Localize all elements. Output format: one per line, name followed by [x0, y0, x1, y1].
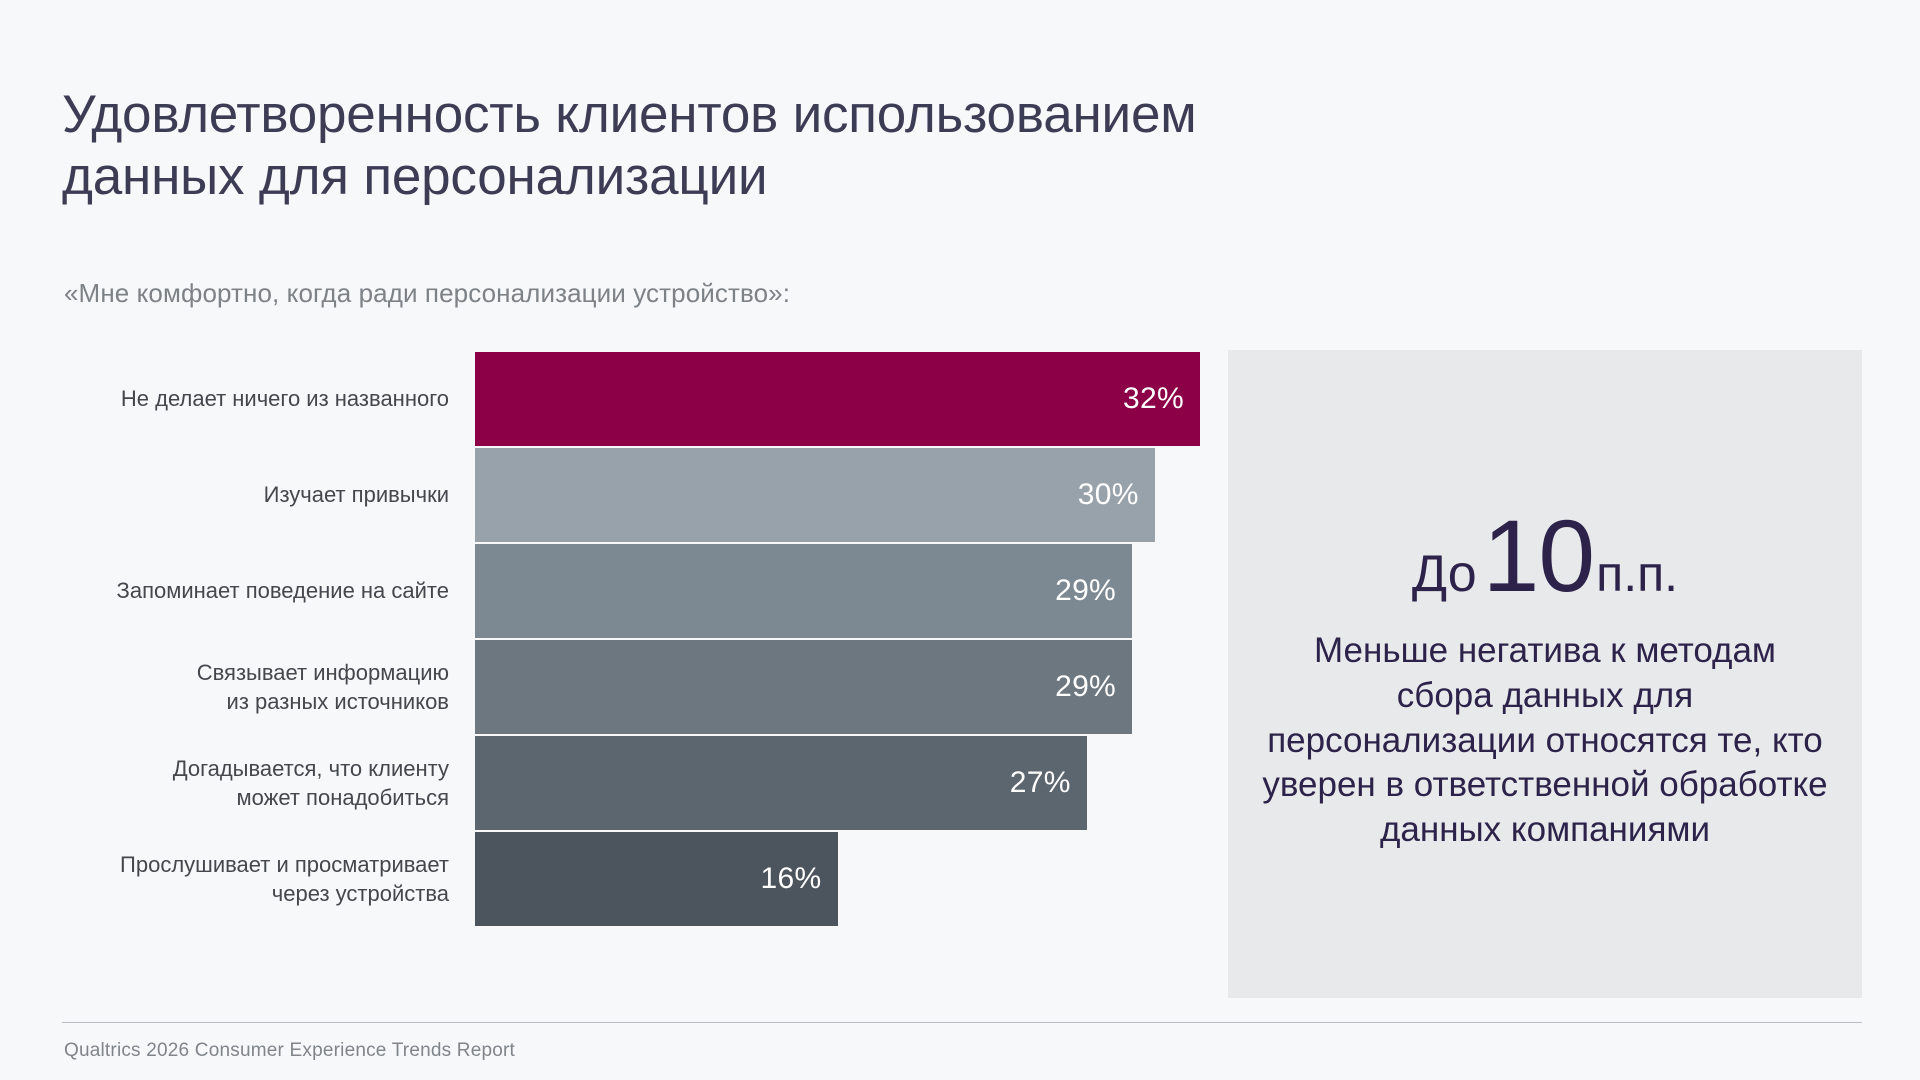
bar: 32%	[475, 352, 1200, 446]
bar: 30%	[475, 448, 1155, 542]
footer-source: Qualtrics 2026 Consumer Experience Trend…	[64, 1040, 516, 1061]
chart-row: Изучает привычки 30%	[0, 448, 1200, 542]
bar-label-line: Не делает ничего из названного	[120, 386, 449, 412]
bar-chart: Не делает ничего из названного 32% Изучает…	[0, 352, 1200, 926]
bar-track: 16%	[475, 832, 1200, 926]
bar-label: Не делает ничего из названного	[0, 352, 475, 446]
bar-track: 29%	[475, 544, 1200, 638]
callout-stat: До 10 п.п.	[1412, 505, 1678, 607]
callout-panel: До 10 п.п. Меньше негатива к методам сбо…	[1228, 350, 1862, 998]
bar-label: Прослушивает и просматривает через устрой…	[0, 832, 475, 926]
bar-track: 30%	[475, 448, 1200, 542]
chart-row: Связывает информацию из разных источников…	[0, 640, 1200, 734]
bar-value-label: 27%	[1009, 766, 1071, 799]
bar-label-line: Изучает привычки	[263, 482, 449, 508]
bar: 27%	[475, 736, 1087, 830]
bar-value-label: 29%	[1055, 574, 1117, 607]
bar-value-label: 29%	[1055, 670, 1117, 703]
bar: 29%	[475, 640, 1133, 734]
callout-stat-prefix: До	[1411, 545, 1477, 603]
bar: 29%	[475, 544, 1133, 638]
bar-label: Запоминает поведение на сайте	[0, 544, 475, 638]
callout-stat-suffix: п.п.	[1596, 546, 1679, 602]
footer-divider	[62, 1022, 1862, 1023]
chart-row: Догадывается, что клиенту может понадобит…	[0, 736, 1200, 830]
bar-label: Изучает привычки	[0, 448, 475, 542]
bar-value-label: 32%	[1123, 382, 1184, 415]
bar: 16%	[475, 832, 838, 926]
chart-subtitle: «Мне комфортно, когда ради персонализаци…	[64, 278, 791, 308]
bar-track: 29%	[475, 640, 1200, 734]
chart-row: Запоминает поведение на сайте 29%	[0, 544, 1200, 638]
chart-row: Не делает ничего из названного 32%	[0, 352, 1200, 446]
page-title-line-2: данных для персонализации	[62, 146, 768, 206]
bar-label-line: Догадывается, что клиенту	[172, 755, 449, 781]
bar-label-line: из разных источников	[226, 689, 449, 714]
bar-label: Связывает информацию из разных источников	[0, 640, 475, 734]
bar-track: 32%	[475, 352, 1200, 446]
bar-value-label: 30%	[1077, 478, 1139, 511]
bar-label-line: Запоминает поведение на сайте	[116, 578, 449, 604]
chart-row: Прослушивает и просматривает через устрой…	[0, 832, 1200, 926]
callout-stat-value: 10	[1482, 499, 1595, 613]
bar-label-line: Прослушивает и просматривает	[120, 851, 449, 877]
bar-track: 27%	[475, 736, 1200, 830]
callout-description: Меньше негатива к методам сбора данных д…	[1262, 631, 1828, 850]
bar-label-line: через устройства	[271, 881, 449, 906]
bar-value-label: 16%	[760, 862, 822, 895]
page-title: Удовлетворенность клиентов использование…	[62, 84, 1782, 208]
bar-label-line: Связывает информацию	[196, 659, 449, 685]
page-title-line-1: Удовлетворенность клиентов использование…	[62, 84, 1197, 144]
bar-label-line: может понадобиться	[236, 785, 449, 810]
bar-label: Догадывается, что клиенту может понадобит…	[0, 736, 475, 830]
